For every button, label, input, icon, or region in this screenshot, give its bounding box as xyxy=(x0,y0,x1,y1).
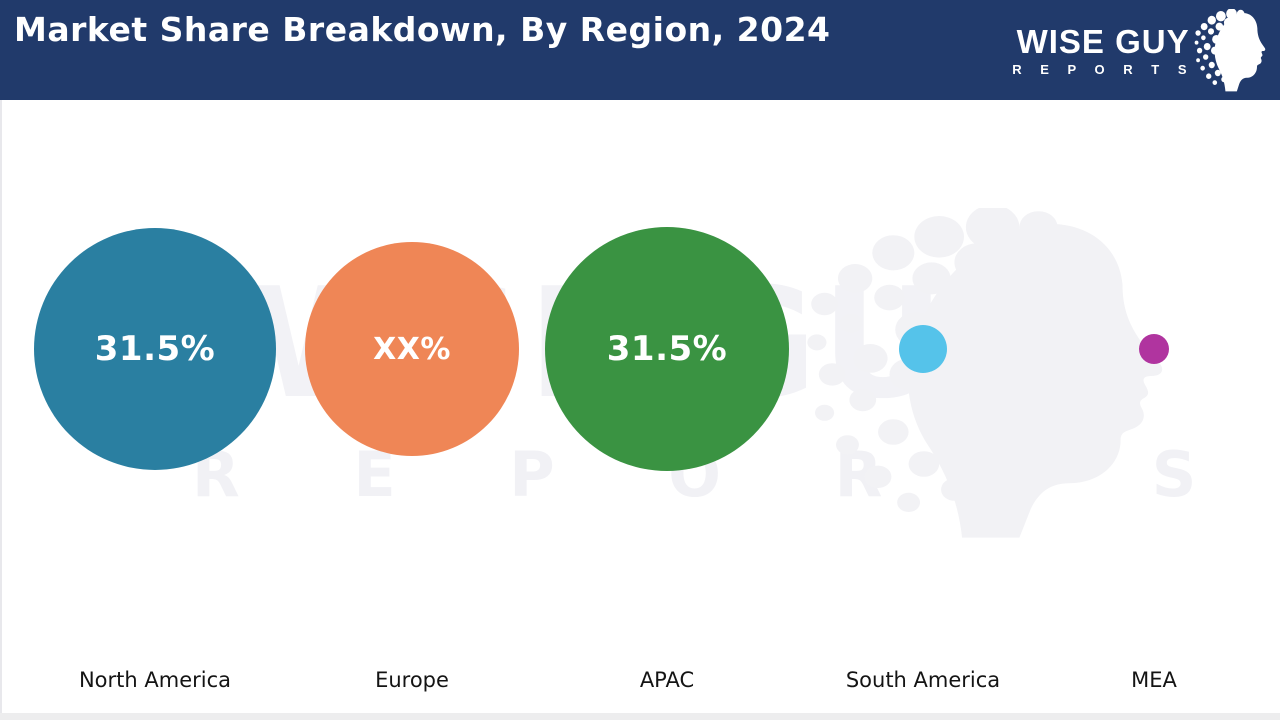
category-label-europe: Europe xyxy=(375,668,449,692)
logo-subtitle: R E P O R T S xyxy=(1012,62,1194,77)
wiseguy-logo-text: WISE GUY R E P O R T S xyxy=(1012,23,1194,78)
header: Market Share Breakdown, By Region, 2024 … xyxy=(0,0,1280,100)
wiseguy-face-icon xyxy=(1194,9,1266,92)
watermark-face-icon xyxy=(807,208,1163,538)
page-title: Market Share Breakdown, By Region, 2024 xyxy=(14,10,831,49)
bubble-north-america: 31.5% xyxy=(34,228,276,470)
category-label-south-america: South America xyxy=(845,668,1001,692)
bubble-europe: XX% xyxy=(305,242,519,456)
bubble-mea xyxy=(1139,334,1169,364)
category-label-apac: APAC xyxy=(639,668,695,692)
bubble-chart: WISE GUY R E P O R T S 31.5%XX%31.5% Nor… xyxy=(0,100,1280,713)
category-label-mea: MEA xyxy=(1131,668,1177,692)
logo-wordmark: WISE GUY xyxy=(1016,23,1190,60)
bubble-south-america xyxy=(899,325,947,373)
bubble-value-label: 31.5% xyxy=(606,329,728,369)
bubble-apac: 31.5% xyxy=(545,227,789,471)
category-label-north-america: North America xyxy=(78,668,232,692)
wiseguy-logo: WISE GUY R E P O R T S xyxy=(1012,4,1272,98)
bottom-edge-strip xyxy=(0,713,1280,720)
bubble-value-label: 31.5% xyxy=(94,329,216,369)
bubble-value-label: XX% xyxy=(373,331,451,367)
